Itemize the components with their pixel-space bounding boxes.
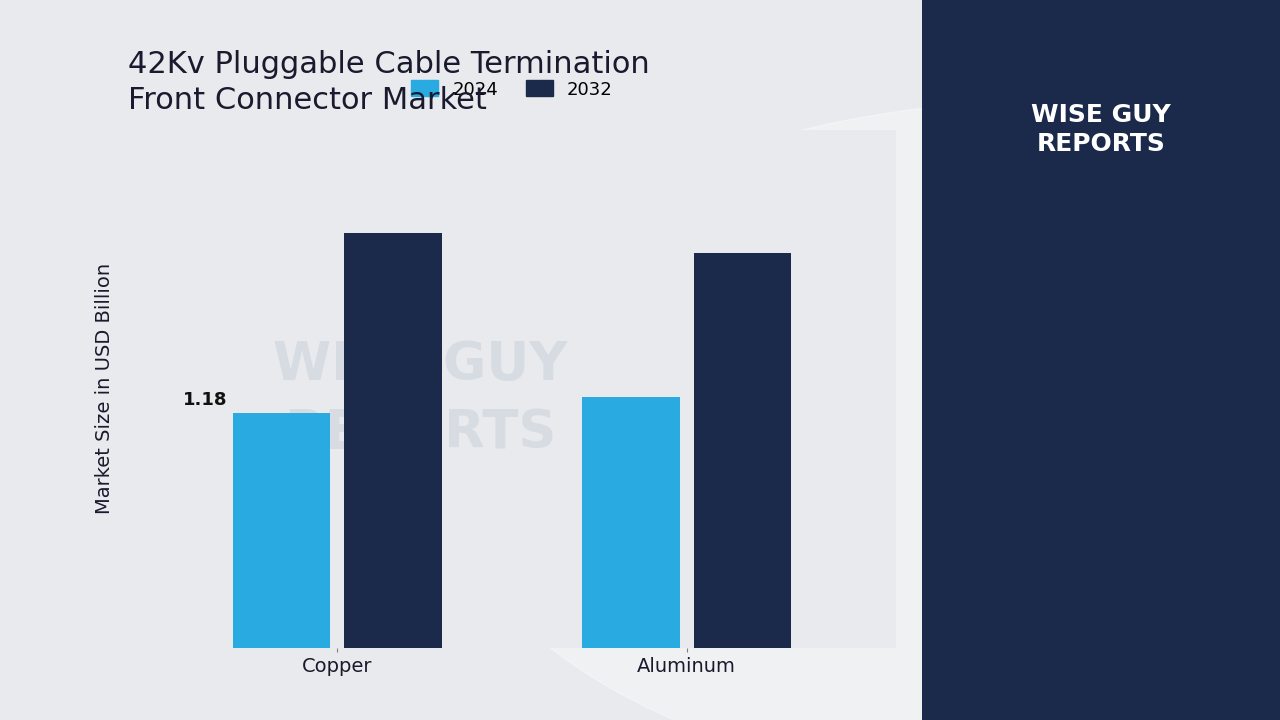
Y-axis label: Market Size in USD Billion: Market Size in USD Billion [95,264,114,514]
Legend: 2024, 2032: 2024, 2032 [402,71,622,107]
Text: 1.18: 1.18 [183,391,228,409]
Bar [582,397,680,648]
Bar [233,413,330,648]
Text: WISE GUY
REPORTS: WISE GUY REPORTS [1030,103,1171,156]
Text: 42Kv Pluggable Cable Termination
Front Connector Market: 42Kv Pluggable Cable Termination Front C… [128,50,650,115]
Bar [694,253,791,648]
Bar [344,233,442,648]
Text: WISE GUY
REPORTS: WISE GUY REPORTS [273,339,567,459]
